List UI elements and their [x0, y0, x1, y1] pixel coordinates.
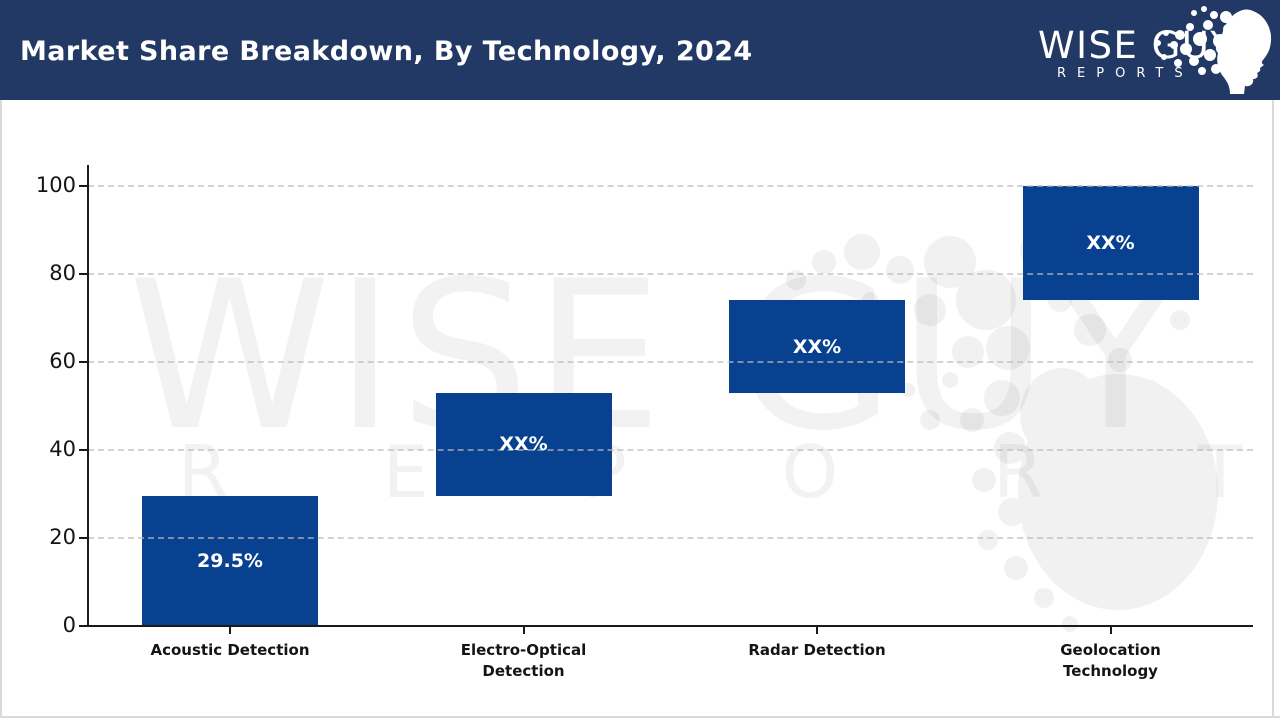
y-tick-label-40: 40	[49, 437, 76, 461]
gridline-40	[88, 449, 1253, 451]
gridline-100	[88, 185, 1253, 187]
x-axis-label-geolocation-technology: Geolocation Technology	[1060, 641, 1161, 680]
card-border-bottom	[0, 716, 1280, 718]
y-tick-60	[79, 361, 87, 363]
x-axis-label-electro-optical-detection: Electro-Optical Detection	[460, 641, 587, 680]
watermark-text-primary: WISE GUY	[128, 238, 1183, 476]
bar-electro-optical-detection	[435, 392, 612, 497]
bar-acoustic-detection	[142, 496, 318, 626]
y-tick-label-0: 0	[62, 613, 76, 637]
bar-geolocation-technology	[1022, 186, 1199, 301]
y-tick-0	[79, 625, 87, 627]
wiseguy-face-logo-icon	[1155, 6, 1272, 94]
bar-radar-detection	[729, 300, 905, 393]
gridline-20	[88, 537, 1253, 539]
chart-title: Market Share Breakdown, By Technology, 2…	[20, 36, 753, 67]
watermark-text-secondary: R E P O R T S	[178, 430, 1280, 514]
y-tick-label-80: 80	[49, 261, 76, 285]
x-tick-radar-detection	[816, 627, 818, 634]
x-tick-geolocation-technology	[1109, 627, 1112, 634]
x-axis-label-radar-detection: Radar Detection	[748, 641, 886, 659]
header-band: Market Share Breakdown, By Technology, 2…	[0, 0, 1280, 100]
y-tick-label-60: 60	[49, 349, 76, 373]
y-tick-label-100: 100	[35, 173, 76, 197]
x-axis-line	[87, 625, 1253, 627]
card-border-left	[0, 100, 2, 718]
y-tick-40	[79, 449, 87, 451]
y-tick-label-20: 20	[49, 525, 76, 549]
y-axis-line	[87, 165, 89, 627]
x-tick-electro-optical-detection	[522, 627, 525, 634]
bar-value-label: 29.5%	[197, 550, 263, 573]
bar-value-label: XX%	[1086, 232, 1135, 255]
card-border-right	[1272, 100, 1274, 718]
bar-value-label: XX%	[499, 433, 548, 456]
y-tick-20	[79, 537, 87, 539]
y-tick-100	[79, 185, 87, 187]
bar-value-label: XX%	[792, 335, 842, 358]
wiseguy-logo-subtext: REPORTS	[1057, 66, 1194, 81]
x-tick-acoustic-detection	[229, 627, 231, 634]
gridline-60	[88, 361, 1253, 363]
gridline-80	[88, 273, 1253, 275]
x-axis-label-acoustic-detection: Acoustic Detection	[150, 641, 310, 659]
y-tick-80	[79, 273, 87, 275]
